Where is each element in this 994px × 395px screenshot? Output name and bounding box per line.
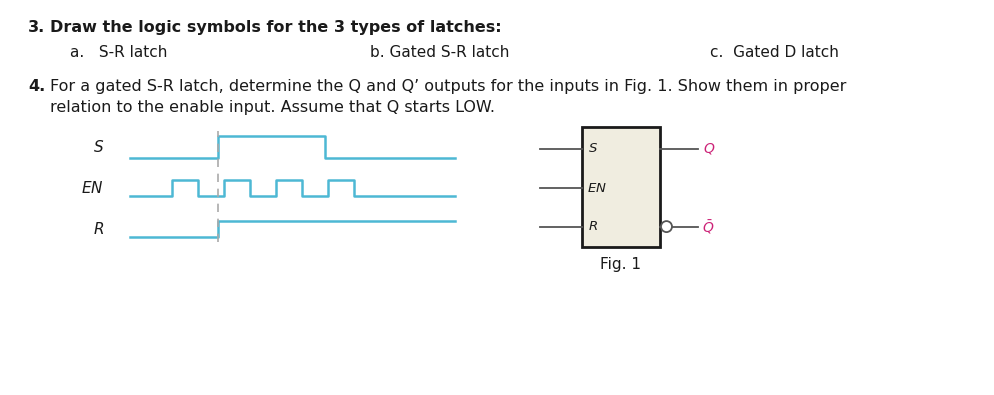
- Text: Fig. 1: Fig. 1: [600, 257, 641, 272]
- Circle shape: [660, 221, 671, 232]
- Text: c.  Gated D latch: c. Gated D latch: [710, 45, 838, 60]
- Bar: [581, 127, 659, 247]
- Text: 3.: 3.: [28, 20, 45, 35]
- Text: Draw the logic symbols for the 3 types of latches:: Draw the logic symbols for the 3 types o…: [50, 20, 501, 35]
- Text: $S$: $S$: [587, 142, 597, 155]
- Text: a.   S-R latch: a. S-R latch: [70, 45, 167, 60]
- Text: $EN$: $EN$: [82, 180, 104, 196]
- Text: $R$: $R$: [587, 220, 597, 233]
- Text: $EN$: $EN$: [586, 182, 606, 195]
- Text: b. Gated S-R latch: b. Gated S-R latch: [370, 45, 509, 60]
- Text: $R$: $R$: [92, 221, 104, 237]
- Text: 4.: 4.: [28, 79, 45, 94]
- Text: For a gated S-R latch, determine the Q and Q’ outputs for the inputs in Fig. 1. : For a gated S-R latch, determine the Q a…: [50, 79, 846, 94]
- Text: $Q$: $Q$: [703, 141, 715, 156]
- Text: $S$: $S$: [92, 139, 104, 155]
- Text: $\bar{Q}$: $\bar{Q}$: [702, 218, 714, 235]
- Text: relation to the enable input. Assume that Q starts LOW.: relation to the enable input. Assume tha…: [50, 100, 494, 115]
